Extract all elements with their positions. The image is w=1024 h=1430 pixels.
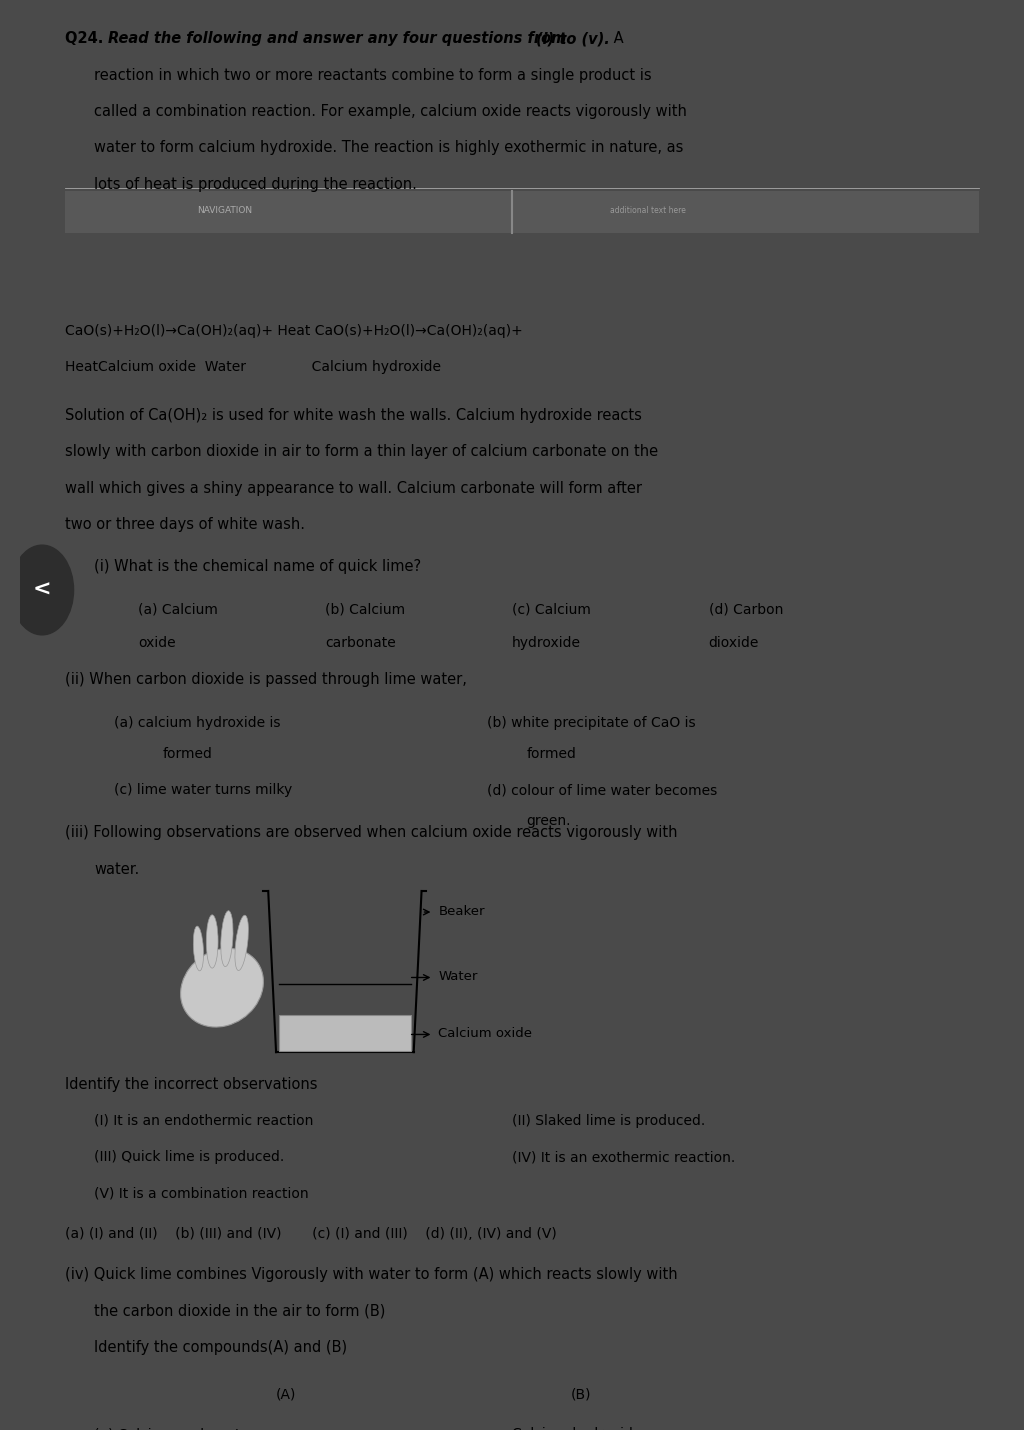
Text: slowly with carbon dioxide in air to form a thin layer of calcium carbonate on t: slowly with carbon dioxide in air to for… xyxy=(65,445,657,459)
Text: Beaker: Beaker xyxy=(438,905,484,918)
Text: Q24.: Q24. xyxy=(65,31,109,46)
Text: (a) Calcium: (a) Calcium xyxy=(138,603,218,616)
Text: (b) white precipitate of CaO is: (b) white precipitate of CaO is xyxy=(487,716,696,729)
Text: (a) calcium hydroxide is: (a) calcium hydroxide is xyxy=(114,716,281,729)
Text: (V) It is a combination reaction: (V) It is a combination reaction xyxy=(94,1187,309,1201)
Text: reaction in which two or more reactants combine to form a single product is: reaction in which two or more reactants … xyxy=(94,67,652,83)
Text: formed: formed xyxy=(526,746,577,761)
Text: two or three days of white wash.: two or three days of white wash. xyxy=(65,518,305,532)
Text: A: A xyxy=(609,31,624,46)
Text: (i) to (v).: (i) to (v). xyxy=(536,31,609,46)
Text: (B): (B) xyxy=(571,1387,592,1401)
Text: formed: formed xyxy=(163,746,213,761)
Text: Calcium hydroxide: Calcium hydroxide xyxy=(512,1427,641,1430)
Text: CaO(s)+H₂O(l)→Ca(OH)₂(aq)+ Heat CaO(s)+H₂O(l)→Ca(OH)₂(aq)+: CaO(s)+H₂O(l)→Ca(OH)₂(aq)+ Heat CaO(s)+H… xyxy=(65,325,522,337)
Text: (III) Quick lime is produced.: (III) Quick lime is produced. xyxy=(94,1150,285,1164)
Text: (ii) When carbon dioxide is passed through lime water,: (ii) When carbon dioxide is passed throu… xyxy=(65,672,467,688)
Text: oxide: oxide xyxy=(138,636,176,649)
Text: (d) Carbon: (d) Carbon xyxy=(709,603,783,616)
Bar xyxy=(279,1015,411,1051)
Text: NAVIGATION: NAVIGATION xyxy=(198,206,253,214)
Text: water to form calcium hydroxide. The reaction is highly exothermic in nature, as: water to form calcium hydroxide. The rea… xyxy=(94,140,684,156)
Text: (i) What is the chemical name of quick lime?: (i) What is the chemical name of quick l… xyxy=(94,559,421,575)
Text: (c) lime water turns milky: (c) lime water turns milky xyxy=(114,784,292,798)
Text: (d) colour of lime water becomes: (d) colour of lime water becomes xyxy=(487,784,718,798)
Text: Water: Water xyxy=(438,971,477,984)
Text: lots of heat is produced during the reaction.: lots of heat is produced during the reac… xyxy=(94,177,417,192)
Text: (b) Calcium: (b) Calcium xyxy=(326,603,406,616)
Text: (c) Calcium: (c) Calcium xyxy=(512,603,591,616)
Text: (II) Slaked lime is produced.: (II) Slaked lime is produced. xyxy=(512,1114,706,1128)
Text: the carbon dioxide in the air to form (B): the carbon dioxide in the air to form (B… xyxy=(94,1303,386,1318)
Text: Calcium oxide: Calcium oxide xyxy=(438,1027,532,1041)
Text: Identify the incorrect observations: Identify the incorrect observations xyxy=(65,1077,317,1093)
Text: additional text here: additional text here xyxy=(610,206,686,214)
Text: <: < xyxy=(33,581,51,601)
Text: wall which gives a shiny appearance to wall. Calcium carbonate will form after: wall which gives a shiny appearance to w… xyxy=(65,480,642,496)
Ellipse shape xyxy=(206,915,218,968)
Text: hydroxide: hydroxide xyxy=(512,636,581,649)
Text: Identify the compounds(A) and (B): Identify the compounds(A) and (B) xyxy=(94,1340,347,1354)
Text: (IV) It is an exothermic reaction.: (IV) It is an exothermic reaction. xyxy=(512,1150,735,1164)
Text: called a combination reaction. For example, calcium oxide reacts vigorously with: called a combination reaction. For examp… xyxy=(94,104,687,119)
Text: (a) Calcium carbonate: (a) Calcium carbonate xyxy=(94,1427,249,1430)
Text: (A): (A) xyxy=(276,1387,296,1401)
Text: (I) It is an endothermic reaction: (I) It is an endothermic reaction xyxy=(94,1114,313,1128)
Ellipse shape xyxy=(180,948,263,1027)
Ellipse shape xyxy=(234,915,249,971)
Text: carbonate: carbonate xyxy=(326,636,396,649)
FancyBboxPatch shape xyxy=(65,190,979,233)
Text: (iii) Following observations are observed when calcium oxide reacts vigorously w: (iii) Following observations are observe… xyxy=(65,825,677,841)
Ellipse shape xyxy=(194,927,204,971)
Text: Read the following and answer any four questions from: Read the following and answer any four q… xyxy=(108,31,571,46)
Text: green.: green. xyxy=(526,814,571,828)
Text: (iv) Quick lime combines Vigorously with water to form (A) which reacts slowly w: (iv) Quick lime combines Vigorously with… xyxy=(65,1267,677,1281)
Text: dioxide: dioxide xyxy=(709,636,759,649)
Text: Solution of Ca(OH)₂ is used for white wash the walls. Calcium hydroxide reacts: Solution of Ca(OH)₂ is used for white wa… xyxy=(65,408,642,423)
Text: HeatCalcium oxide  Water               Calcium hydroxide: HeatCalcium oxide Water Calcium hydroxid… xyxy=(65,360,440,375)
Text: water.: water. xyxy=(94,862,139,877)
Ellipse shape xyxy=(221,911,233,967)
Circle shape xyxy=(10,545,74,635)
Text: (a) (I) and (II)    (b) (III) and (IV)       (c) (I) and (III)    (d) (II), (IV): (a) (I) and (II) (b) (III) and (IV) (c) … xyxy=(65,1227,556,1241)
